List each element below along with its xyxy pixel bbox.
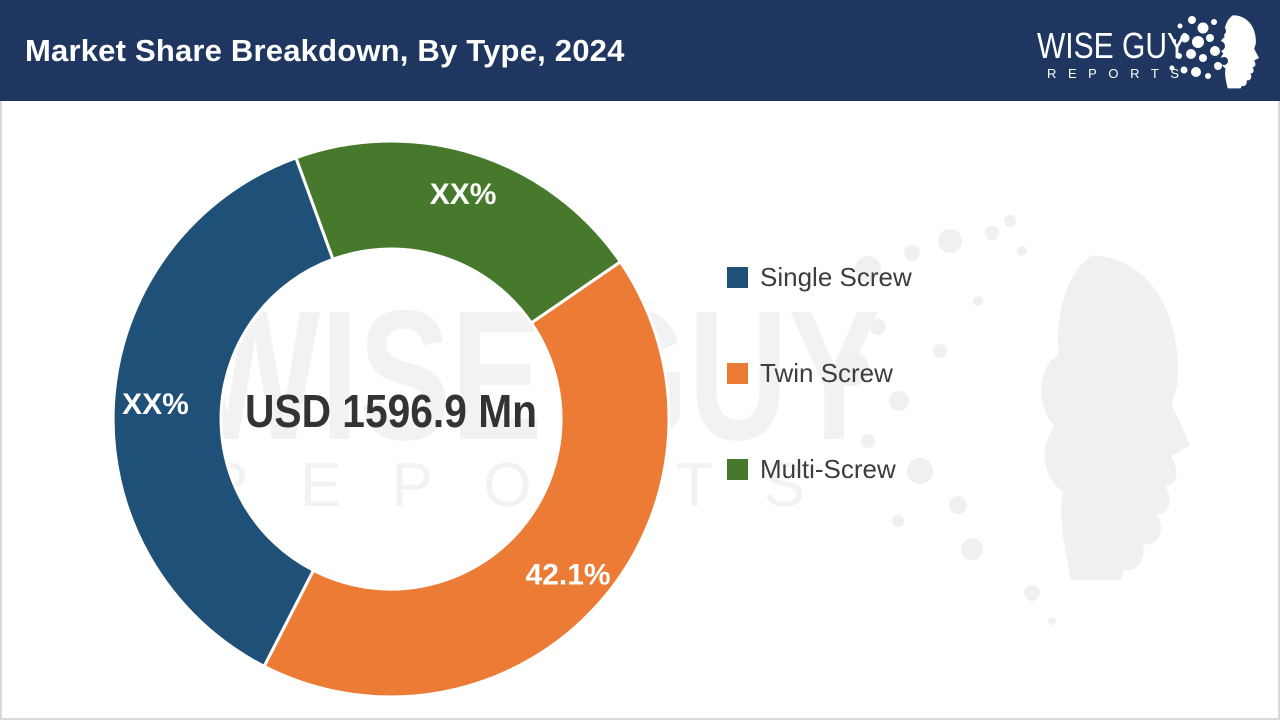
legend-label: Multi-Screw — [760, 453, 896, 484]
slice-label-multi-screw: XX% — [430, 178, 497, 211]
brand-logo: WISE GUY REPORTS — [1037, 15, 1259, 89]
legend-item-multi-screw: Multi-Screw — [727, 453, 912, 484]
slice-label-twin-screw: 42.1% — [526, 559, 611, 592]
donut-slice-single-screw — [111, 156, 335, 668]
header: Market Share Breakdown, By Type, 2024 WI… — [0, 0, 1280, 101]
watermark-text-2: REPORTS — [205, 451, 805, 520]
legend: Single Screw Twin Screw Multi-Screw — [727, 261, 912, 484]
logo-wordmark: WISE GUY — [1037, 25, 1187, 66]
legend-swatch-multi-screw — [727, 458, 748, 480]
page-title: Market Share Breakdown, By Type, 2024 — [25, 32, 625, 68]
chart-area: WISE GUY REPORTS — [0, 101, 1280, 720]
donut-chart: XX% 42.1% XX% USD 1596.9 Mn — [111, 139, 671, 699]
center-value-label: USD 1596.9 Mn — [245, 385, 537, 437]
legend-swatch-twin-screw — [727, 362, 748, 384]
slice-label-single-screw: XX% — [122, 388, 189, 421]
wise-guy-head-icon — [1169, 15, 1259, 89]
legend-label: Twin Screw — [760, 357, 893, 388]
legend-item-twin-screw: Twin Screw — [727, 357, 912, 388]
donut-slice-multi-screw — [294, 139, 622, 325]
watermark-head-icon — [835, 215, 1190, 625]
legend-label: Single Screw — [760, 261, 912, 292]
donut-slice-twin-screw — [262, 260, 671, 699]
logo-subtext: REPORTS — [1047, 66, 1179, 81]
legend-swatch-single-screw — [727, 266, 748, 288]
legend-item-single-screw: Single Screw — [727, 261, 912, 292]
